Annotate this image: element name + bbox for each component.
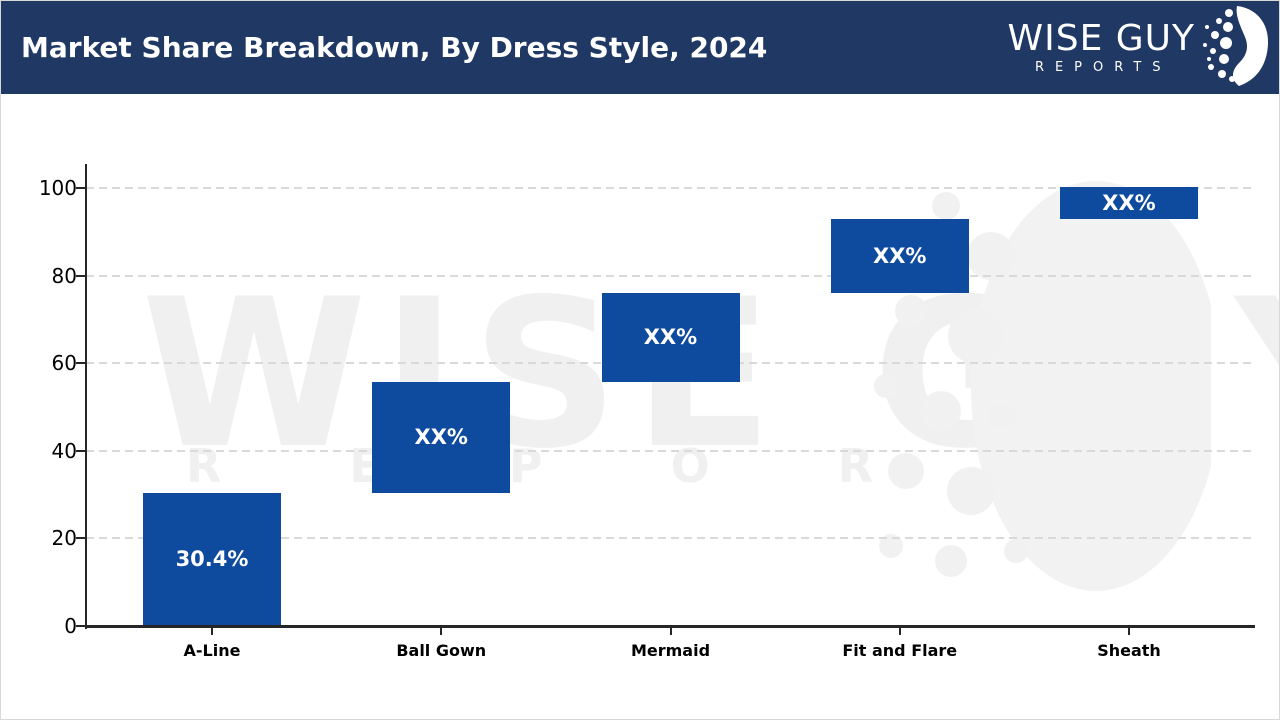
bar-fit-and-flare: XX% [830,219,969,294]
bar-a-line: 30.4% [143,492,281,626]
bar-value-label: XX% [643,325,698,350]
watermark-face-icon [851,161,1221,605]
y-axis-spine [85,164,87,629]
y-tick-label: 0 [64,614,77,638]
y-tick-mark [76,449,85,452]
x-tick-mark [211,626,213,635]
bar-value-label: XX% [873,244,927,269]
y-tick-mark [76,625,85,627]
gridline [86,449,1255,452]
brand-logo: WISE GUY REPORTS [1008,4,1280,92]
gridline [86,274,1255,277]
bar-value-label: XX% [1102,191,1156,216]
bar-value-label: XX% [414,425,468,450]
gridline [86,187,1255,189]
x-category-label: Fit and Flare [842,641,958,660]
brand-subname: REPORTS [1034,59,1172,75]
x-axis-spine [85,625,1255,628]
y-tick-mark [76,274,85,277]
bar-mermaid: XX% [601,293,740,382]
x-category-label: Sheath [1097,641,1161,660]
x-category-label: A-Line [183,641,241,660]
header-band: Market Share Breakdown, By Dress Style, … [1,1,1280,94]
gridline [86,537,1255,540]
y-tick-label: 20 [51,526,77,551]
y-tick-mark [76,187,85,189]
x-category-label: Ball Gown [396,641,487,660]
x-tick-mark [669,626,672,635]
y-tick-label: 100 [38,176,77,200]
x-tick-mark [1128,626,1130,635]
y-tick-mark [76,537,85,540]
bar-ball-gown: XX% [372,381,511,493]
y-tick-label: 40 [51,438,77,463]
page-title: Market Share Breakdown, By Dress Style, … [21,31,768,64]
y-tick-label: 80 [51,263,77,288]
dotted-face-logo-icon [1199,4,1271,92]
x-tick-mark [440,626,443,635]
x-category-label: Mermaid [630,641,711,660]
x-tick-mark [898,626,901,635]
brand-name: WISE GUY [1007,17,1195,59]
y-tick-mark [76,362,85,365]
bar-sheath: XX% [1060,187,1198,220]
brand-logo-text: WISE GUY REPORTS [1007,17,1196,75]
y-tick-label: 60 [51,351,77,376]
bar-value-label: 30.4% [175,547,249,572]
